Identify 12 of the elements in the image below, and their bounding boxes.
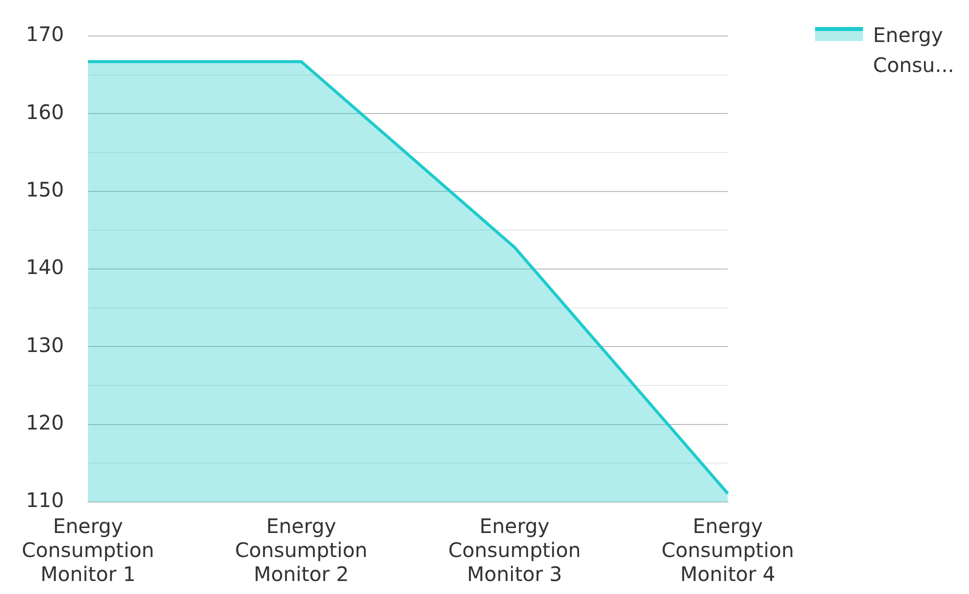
x-tick-label: Energy Consumption Monitor 3 xyxy=(448,514,581,586)
y-tick-label: 130 xyxy=(26,332,64,357)
y-tick-label: 110 xyxy=(26,488,64,512)
y-tick-label: 150 xyxy=(26,178,64,202)
y-tick-label: 140 xyxy=(26,255,64,280)
y-tick-label: 160 xyxy=(26,100,64,124)
legend-label: Energy Consu... xyxy=(873,22,956,79)
y-tick-label: 170 xyxy=(26,22,64,46)
x-tick-label: Energy Consumption Monitor 4 xyxy=(662,514,794,586)
x-tick-label: Energy Consumption Monitor 1 xyxy=(22,514,154,586)
y-tick-label: 120 xyxy=(26,410,64,435)
x-tick-label: Energy Consumption Monitor 2 xyxy=(235,514,368,586)
